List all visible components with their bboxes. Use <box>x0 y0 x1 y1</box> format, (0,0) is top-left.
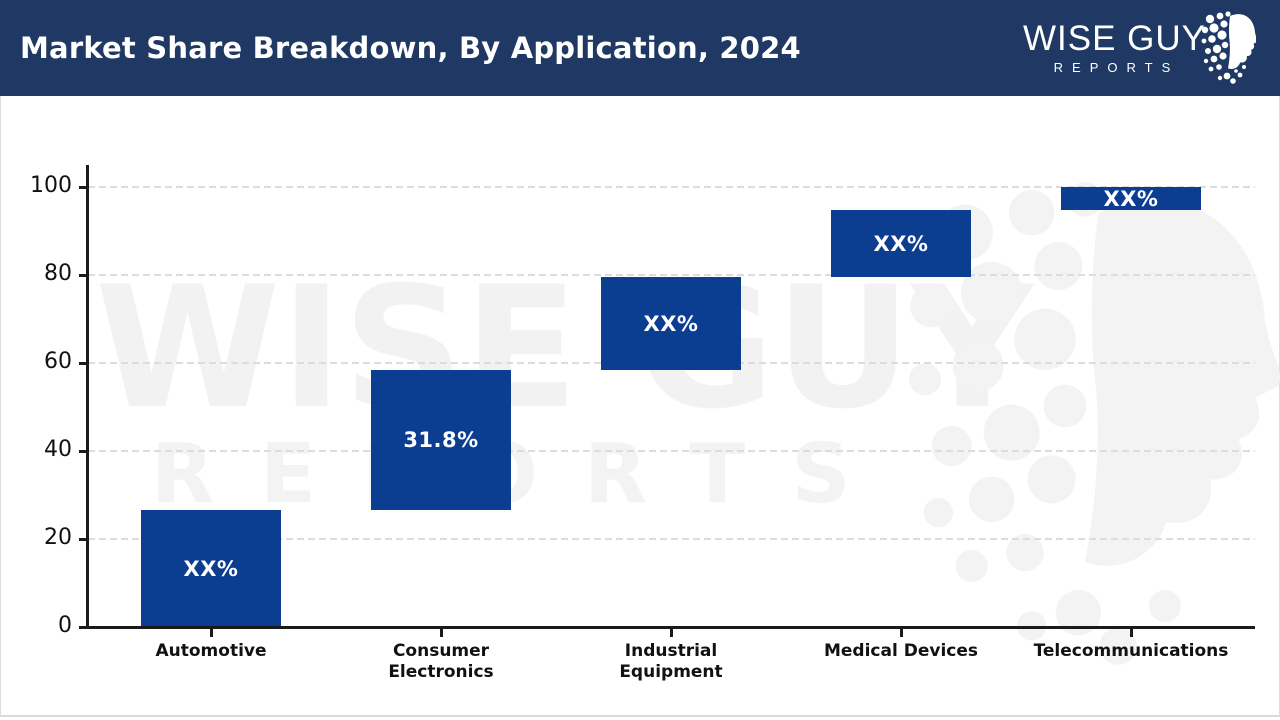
bar-value-label-1: 31.8% <box>403 428 479 453</box>
x-category-label-1: Consumer Electronics <box>388 641 494 683</box>
header: Market Share Breakdown, By Application, … <box>0 0 1280 96</box>
bar-value-label-3: XX% <box>873 231 929 256</box>
gridline-y-20 <box>88 538 1255 540</box>
bar-4: XX% <box>1061 186 1201 211</box>
y-tick-label-80: 80 <box>44 261 72 286</box>
bar-0: XX% <box>141 510 281 627</box>
y-tick-label-60: 60 <box>44 349 72 374</box>
logo: WISE GUY REPORTS <box>1023 9 1256 87</box>
x-axis-line <box>87 626 1255 629</box>
x-tick-2 <box>670 628 673 637</box>
y-tick-label-20: 20 <box>44 525 72 550</box>
y-tick-label-0: 0 <box>58 613 72 638</box>
chart-area: WISE GUY REPORTS 0 20 40 60 80 100 XX% Automoti… <box>0 96 1280 720</box>
x-tick-0 <box>210 628 213 637</box>
x-tick-3 <box>900 628 903 637</box>
logo-text: WISE GUY REPORTS <box>1023 21 1206 75</box>
logo-wordmark: WISE GUY <box>1022 19 1206 58</box>
bar-3: XX% <box>831 210 971 278</box>
page-title: Market Share Breakdown, By Application, … <box>20 31 801 65</box>
gridline-y-40 <box>88 450 1255 452</box>
bar-value-label-0: XX% <box>183 556 239 581</box>
x-category-label-2: Industrial Equipment <box>619 641 723 683</box>
y-tick-40 <box>79 450 88 453</box>
watermark-wordmark: WISE GUY <box>95 250 1034 446</box>
x-tick-1 <box>440 628 443 637</box>
gridline-y-80 <box>88 274 1255 276</box>
x-tick-4 <box>1130 628 1133 637</box>
x-category-label-4: Telecommunications <box>1033 641 1229 661</box>
y-tick-20 <box>79 538 88 541</box>
bar-value-label-4: XX% <box>1103 186 1159 211</box>
y-tick-label-40: 40 <box>44 437 72 462</box>
x-category-label-3: Medical Devices <box>823 641 978 661</box>
logo-head-icon <box>1201 11 1256 84</box>
y-tick-0 <box>79 626 88 629</box>
logo-subtitle: REPORTS <box>1053 60 1180 75</box>
y-tick-label-100: 100 <box>30 173 72 198</box>
y-tick-100 <box>79 186 88 189</box>
y-tick-80 <box>79 274 88 277</box>
y-axis-line <box>86 165 89 628</box>
bar-2: XX% <box>601 277 741 371</box>
gridline-y-100 <box>88 186 1255 188</box>
x-category-label-0: Automotive <box>155 641 267 661</box>
bar-1: 31.8% <box>371 370 511 511</box>
bar-value-label-2: XX% <box>643 311 699 336</box>
y-tick-60 <box>79 362 88 365</box>
